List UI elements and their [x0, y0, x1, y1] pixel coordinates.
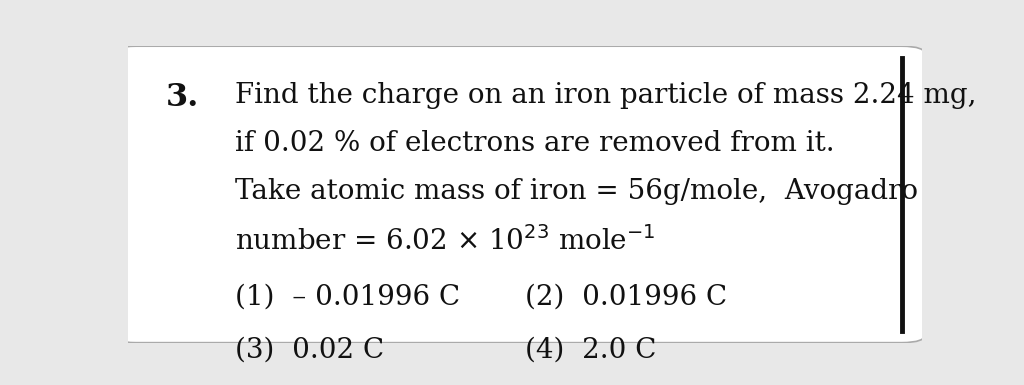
Text: Take atomic mass of iron = 56g/mole,  Avogadro: Take atomic mass of iron = 56g/mole, Avo… [236, 178, 919, 205]
Text: (1)  – 0.01996 C: (1) – 0.01996 C [236, 283, 460, 310]
Text: if 0.02 % of electrons are removed from it.: if 0.02 % of electrons are removed from … [236, 130, 835, 157]
FancyBboxPatch shape [113, 46, 926, 343]
Text: (2)  0.01996 C: (2) 0.01996 C [524, 283, 727, 310]
Text: (3)  0.02 C: (3) 0.02 C [236, 336, 384, 363]
Text: Find the charge on an iron particle of mass 2.24 mg,: Find the charge on an iron particle of m… [236, 82, 977, 109]
Text: number = 6.02 $\times$ 10$^{23}$ mole$^{-1}$: number = 6.02 $\times$ 10$^{23}$ mole$^{… [236, 226, 655, 256]
Text: 3.: 3. [166, 82, 200, 113]
Text: (4)  2.0 C: (4) 2.0 C [524, 336, 656, 363]
